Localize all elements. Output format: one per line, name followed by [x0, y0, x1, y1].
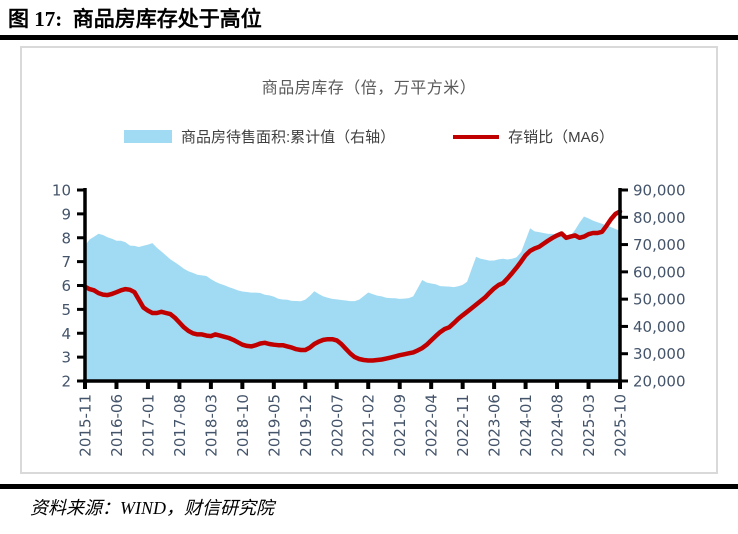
svg-text:2020-07: 2020-07: [328, 394, 346, 457]
svg-text:2021-02: 2021-02: [360, 394, 378, 457]
svg-text:2018-03: 2018-03: [202, 394, 220, 457]
chart-canvas: 10 9 8 7 6 5 4 3 2 90,000 80,000 70,000 60,000 50,000…: [52, 182, 686, 457]
svg-text:2017-01: 2017-01: [139, 394, 157, 457]
axis-labels: 10 9 8 7 6 5 4 3 2 90,000 80,000 70,000 60,000 50,000…: [52, 182, 686, 457]
svg-text:2018-10: 2018-10: [234, 394, 252, 457]
svg-text:2: 2: [61, 373, 71, 391]
svg-text:2025-10: 2025-10: [612, 394, 630, 457]
legend-label-area: 商品房待售面积:累计值（右轴）: [180, 129, 396, 146]
svg-text:3: 3: [61, 349, 71, 367]
svg-text:90,000: 90,000: [633, 182, 686, 200]
svg-text:2025-03: 2025-03: [580, 394, 598, 457]
svg-text:6: 6: [61, 277, 71, 295]
source-text: 资料来源：WIND，财信研究院: [30, 498, 274, 518]
svg-text:80,000: 80,000: [633, 209, 686, 227]
svg-text:70,000: 70,000: [633, 236, 686, 254]
svg-text:2017-08: 2017-08: [171, 394, 189, 457]
svg-text:2022-04: 2022-04: [423, 394, 441, 457]
line-series: [82, 209, 623, 363]
svg-text:2015-11: 2015-11: [77, 394, 95, 457]
svg-text:2021-09: 2021-09: [391, 394, 409, 457]
svg-text:2022-11: 2022-11: [454, 394, 472, 457]
chart-title: 商品房库存（倍，万平方米）: [261, 80, 477, 97]
svg-text:2023-06: 2023-06: [486, 394, 504, 457]
svg-text:7: 7: [61, 253, 71, 271]
figure-title: 图 17: 商品房库存处于高位: [8, 7, 262, 31]
svg-text:8: 8: [61, 229, 71, 247]
bottom-rule: [0, 484, 738, 489]
svg-text:20,000: 20,000: [633, 373, 686, 391]
svg-text:5: 5: [61, 301, 71, 319]
legend: 商品房待售面积:累计值（右轴） 存销比（MA6）: [22, 126, 716, 147]
svg-text:4: 4: [61, 325, 71, 343]
legend-item-area: 商品房待售面积:累计值（右轴）: [123, 126, 396, 147]
svg-text:50,000: 50,000: [633, 291, 686, 309]
legend-swatch-area-icon: [123, 130, 172, 143]
legend-label-line: 存销比（MA6）: [508, 129, 614, 146]
legend-item-line: 存销比（MA6）: [453, 126, 614, 147]
legend-swatch-line-icon: [453, 134, 500, 139]
svg-text:2024-08: 2024-08: [549, 394, 567, 457]
top-rule: [0, 35, 738, 40]
svg-text:10: 10: [52, 182, 71, 200]
svg-text:60,000: 60,000: [633, 263, 686, 281]
axes: [77, 188, 628, 389]
area-series: [85, 216, 620, 381]
svg-text:2016-06: 2016-06: [108, 394, 126, 457]
svg-text:2024-01: 2024-01: [517, 394, 535, 457]
svg-text:2019-12: 2019-12: [297, 394, 315, 457]
svg-text:9: 9: [61, 205, 71, 223]
svg-text:2019-05: 2019-05: [265, 394, 283, 457]
svg-text:40,000: 40,000: [633, 318, 686, 336]
chart-box: 10 9 8 7 6 5 4 3 2 90,000 80,000 70,000 60,000 50,000…: [20, 46, 718, 474]
svg-text:30,000: 30,000: [633, 345, 686, 363]
